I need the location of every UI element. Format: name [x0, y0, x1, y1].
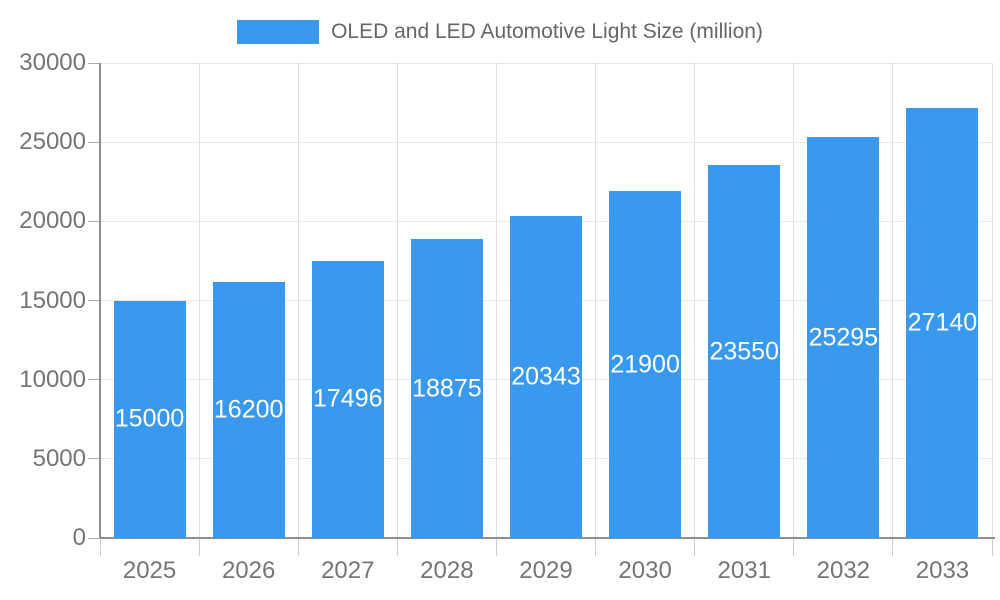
- y-tick-label: 5000: [32, 444, 86, 472]
- x-axis-line: [100, 537, 995, 539]
- bar-2025[interactable]: [113, 300, 186, 538]
- y-tick-label: 30000: [19, 49, 86, 76]
- x-tick-mark: [595, 538, 597, 556]
- y-tick-mark: [88, 537, 100, 539]
- x-tick-mark: [991, 538, 993, 556]
- v-gridline: [297, 63, 299, 538]
- bar-2028[interactable]: [410, 239, 483, 538]
- bar-value-label: 17496: [313, 384, 383, 413]
- v-gridline: [694, 63, 696, 538]
- legend-label: OLED and LED Automotive Light Size (mill…: [331, 20, 763, 43]
- bar-2030[interactable]: [609, 191, 682, 538]
- bar-2031[interactable]: [708, 165, 781, 538]
- h-gridline: [100, 141, 992, 143]
- bar-value-label: 25295: [808, 323, 879, 352]
- bar-value-label: 15000: [114, 404, 185, 433]
- y-tick-label: 25000: [19, 128, 86, 156]
- x-tick-label: 2031: [717, 557, 771, 584]
- bar-value-label: 27140: [907, 308, 978, 337]
- x-tick-label: 2030: [618, 557, 672, 584]
- bar-value-label: 21900: [610, 350, 680, 379]
- x-tick-mark: [297, 538, 299, 556]
- legend-item[interactable]: OLED and LED Automotive Light Size (mill…: [237, 20, 763, 44]
- x-tick-label: 2028: [420, 557, 474, 584]
- bar-value-label: 23550: [709, 337, 779, 366]
- v-gridline: [892, 63, 894, 538]
- y-tick-label: 15000: [19, 286, 86, 314]
- y-axis-line: [99, 63, 101, 538]
- x-tick-mark: [198, 538, 200, 556]
- x-tick-label: 2026: [221, 557, 276, 584]
- v-gridline: [495, 63, 497, 538]
- bar-2033[interactable]: [906, 108, 979, 538]
- x-tick-label: 2027: [321, 557, 375, 584]
- x-tick-label: 2033: [915, 557, 970, 584]
- x-tick-label: 2032: [816, 557, 871, 584]
- bar-value-label: 20343: [511, 362, 581, 391]
- y-tick-mark: [88, 458, 100, 460]
- y-tick-label: 0: [72, 524, 86, 551]
- y-tick-label: 10000: [19, 365, 86, 393]
- x-tick-mark: [793, 538, 795, 556]
- y-tick-mark: [88, 62, 100, 64]
- chart-legend: OLED and LED Automotive Light Size (mill…: [0, 20, 1000, 44]
- v-gridline: [198, 63, 200, 538]
- x-tick-mark: [694, 538, 696, 556]
- bar-2029[interactable]: [510, 215, 582, 538]
- bar-2026[interactable]: [212, 281, 285, 538]
- x-tick-label: 2029: [519, 557, 573, 584]
- x-tick-mark: [892, 538, 894, 556]
- y-tick-mark: [88, 379, 100, 381]
- x-tick-mark: [495, 538, 497, 556]
- y-tick-mark: [88, 220, 100, 222]
- bar-2027[interactable]: [311, 260, 384, 538]
- h-gridline: [100, 62, 992, 64]
- x-tick-mark: [396, 538, 398, 556]
- v-gridline: [396, 63, 398, 538]
- x-tick-mark: [99, 538, 101, 556]
- v-gridline: [991, 63, 993, 538]
- y-tick-mark: [88, 300, 100, 301]
- v-gridline: [793, 63, 795, 538]
- y-tick-mark: [88, 141, 100, 143]
- bar-value-label: 18875: [412, 374, 482, 403]
- bar-2032[interactable]: [807, 137, 880, 538]
- bar-value-label: 16200: [213, 395, 284, 424]
- y-tick-label: 20000: [19, 207, 86, 235]
- legend-swatch: [237, 20, 320, 44]
- v-gridline: [595, 63, 597, 538]
- x-tick-label: 2025: [122, 557, 177, 584]
